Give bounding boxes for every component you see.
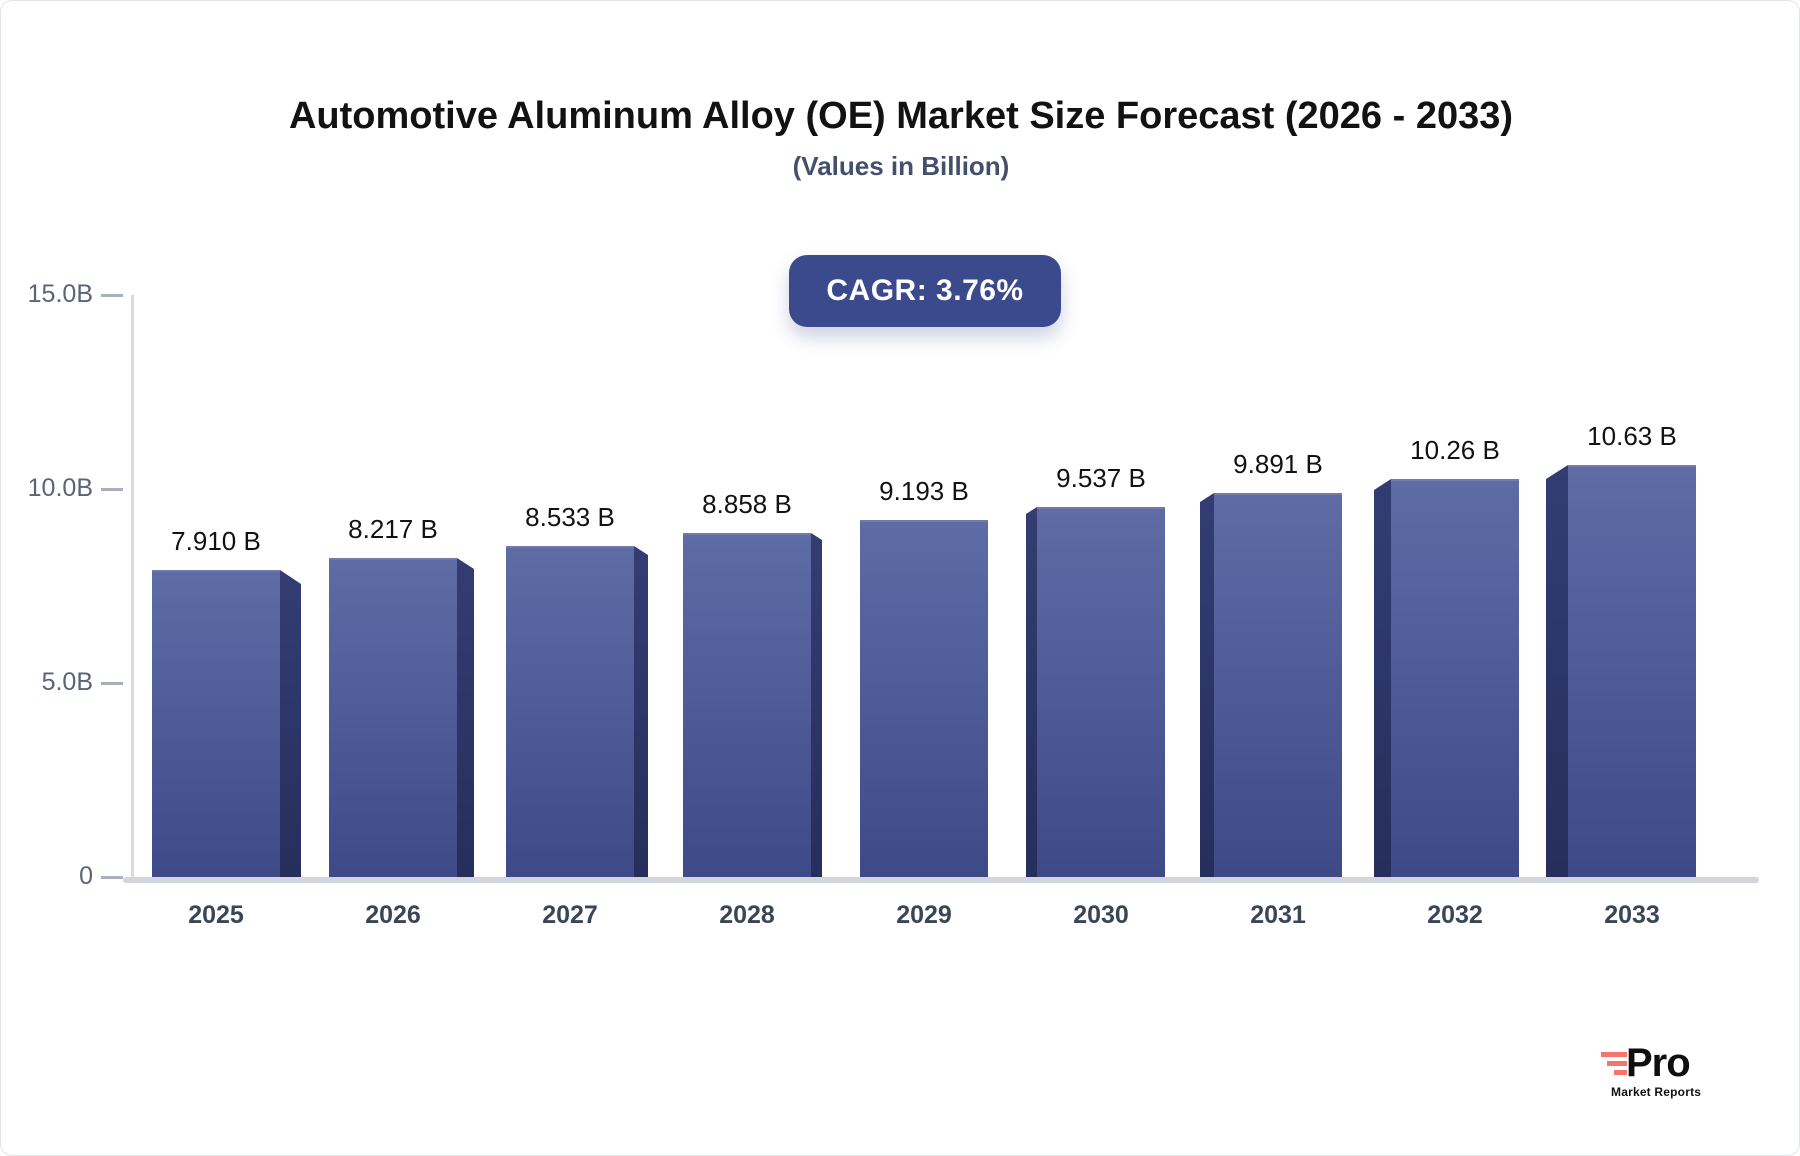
bar-2026[interactable]: [329, 558, 457, 877]
bar-2030[interactable]: [1037, 507, 1165, 877]
bar-2028[interactable]: [683, 533, 811, 877]
bar-value-2029: 9.193 B: [879, 476, 969, 506]
bar-value-2033: 10.63 B: [1587, 421, 1677, 451]
bar-2032[interactable]: [1391, 479, 1519, 877]
bar-value-2028: 8.858 B: [702, 489, 792, 519]
bar-side-2027: [634, 546, 648, 877]
y-tick-label-0: 0: [79, 862, 93, 890]
bar-2033[interactable]: [1568, 465, 1696, 877]
bar-side-2032: [1374, 479, 1391, 877]
x-label-2030: 2030: [1073, 901, 1129, 929]
bar-value-2030: 9.537 B: [1056, 463, 1146, 493]
y-axis-line: [131, 295, 134, 883]
y-tick-5.0B: [101, 682, 123, 685]
bar-value-2027: 8.533 B: [525, 502, 615, 532]
chart-title: Automotive Aluminum Alloy (OE) Market Si…: [288, 95, 1514, 137]
logo-title: Pro: [1626, 1041, 1691, 1085]
x-label-2026: 2026: [365, 901, 421, 929]
x-label-2027: 2027: [542, 901, 598, 929]
bar-value-2031: 9.891 B: [1233, 449, 1323, 479]
x-label-2025: 2025: [188, 901, 244, 929]
bar-value-2032: 10.26 B: [1410, 435, 1500, 465]
cagr-badge: CAGR: 3.76%: [789, 255, 1061, 327]
y-tick-10.0B: [101, 488, 123, 491]
bar-side-2026: [457, 558, 474, 877]
y-tick-label-10.0B: 10.0B: [27, 474, 93, 502]
y-tick-label-15.0B: 15.0B: [27, 280, 93, 308]
bar-side-2031: [1200, 493, 1214, 877]
bar-2031[interactable]: [1214, 493, 1342, 877]
bar-value-2026: 8.217 B: [348, 514, 438, 544]
bar-2025[interactable]: [152, 570, 280, 877]
x-label-2028: 2028: [719, 901, 775, 929]
bar-side-2033: [1546, 465, 1568, 877]
x-axis-baseline: [123, 877, 1759, 883]
y-tick-label-5.0B: 5.0B: [41, 668, 93, 696]
y-tick-15.0B: [101, 294, 123, 297]
y-tick-0: [101, 876, 123, 879]
x-label-2031: 2031: [1250, 901, 1306, 929]
logo-bars-icon: [1601, 1052, 1627, 1079]
x-label-2033: 2033: [1604, 901, 1660, 929]
brand-logo: Pro Market Reports: [1601, 1043, 1721, 1099]
bar-2029[interactable]: [860, 520, 988, 877]
logo-subtitle: Market Reports: [1611, 1085, 1702, 1099]
bar-side-2025: [280, 570, 301, 877]
x-label-2032: 2032: [1427, 901, 1483, 929]
chart-subtitle: (Values in Billion): [792, 151, 1010, 181]
bar-value-2025: 7.910 B: [171, 526, 261, 556]
bar-side-2028: [811, 533, 822, 877]
bar-2027[interactable]: [506, 546, 634, 877]
x-label-2029: 2029: [896, 901, 952, 929]
bar-side-2030: [1026, 507, 1037, 877]
